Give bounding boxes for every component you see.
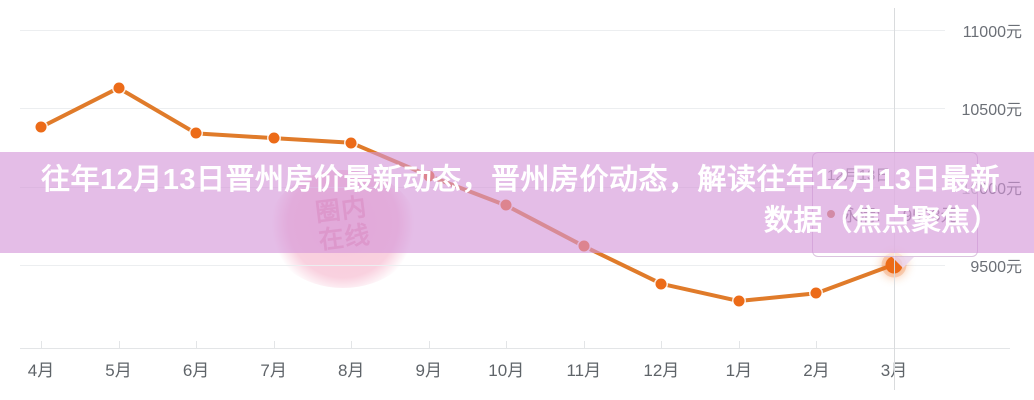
tooltip-arrow-icon — [892, 257, 914, 268]
y-axis-label: 11000元 — [962, 24, 1022, 41]
x-axis-label: 4月 — [27, 361, 55, 380]
data-point[interactable] — [35, 121, 47, 133]
data-point[interactable] — [190, 127, 202, 139]
y-axis-label: 10500元 — [961, 102, 1023, 120]
x-axis-tick — [41, 341, 42, 348]
x-axis-label: 10月 — [488, 361, 525, 380]
data-point[interactable] — [113, 82, 125, 94]
x-axis-label: 11月 — [566, 361, 602, 380]
data-point[interactable] — [733, 295, 745, 307]
grid-line — [20, 30, 945, 31]
x-axis-tick — [351, 341, 353, 348]
grid-line — [20, 108, 945, 110]
grid-line — [20, 265, 945, 266]
y-axis-label: 9500元 — [970, 259, 1022, 276]
data-point[interactable] — [345, 137, 357, 149]
x-axis-tick — [661, 341, 663, 348]
x-axis-label: 12月 — [643, 361, 680, 380]
data-point[interactable] — [268, 132, 280, 144]
x-axis-tick — [506, 341, 508, 348]
x-axis-tick — [583, 341, 585, 348]
data-point[interactable] — [810, 287, 822, 299]
x-axis-label: 7月 — [260, 361, 287, 380]
x-axis-label: 1月 — [725, 361, 753, 380]
x-axis-line — [20, 348, 1010, 349]
headline-text: 往年12月13日晋州房价最新动态，晋州房价动态，解读往年12月13日最新数据（焦… — [40, 164, 1000, 238]
x-axis-tick — [118, 341, 120, 348]
headline-overlay-band — [0, 152, 1034, 253]
x-axis-tick — [428, 341, 430, 348]
x-axis-tick — [816, 341, 818, 348]
data-point[interactable] — [655, 278, 667, 290]
x-axis-label: 5月 — [105, 361, 132, 380]
x-axis-label: 6月 — [182, 361, 210, 380]
x-axis-tick — [738, 341, 740, 348]
x-axis-label: 9月 — [415, 361, 442, 380]
x-axis-tick — [273, 341, 275, 348]
x-axis-tick — [196, 341, 198, 348]
x-axis-label: 2月 — [803, 361, 830, 380]
x-axis-label: 8月 — [337, 361, 365, 380]
